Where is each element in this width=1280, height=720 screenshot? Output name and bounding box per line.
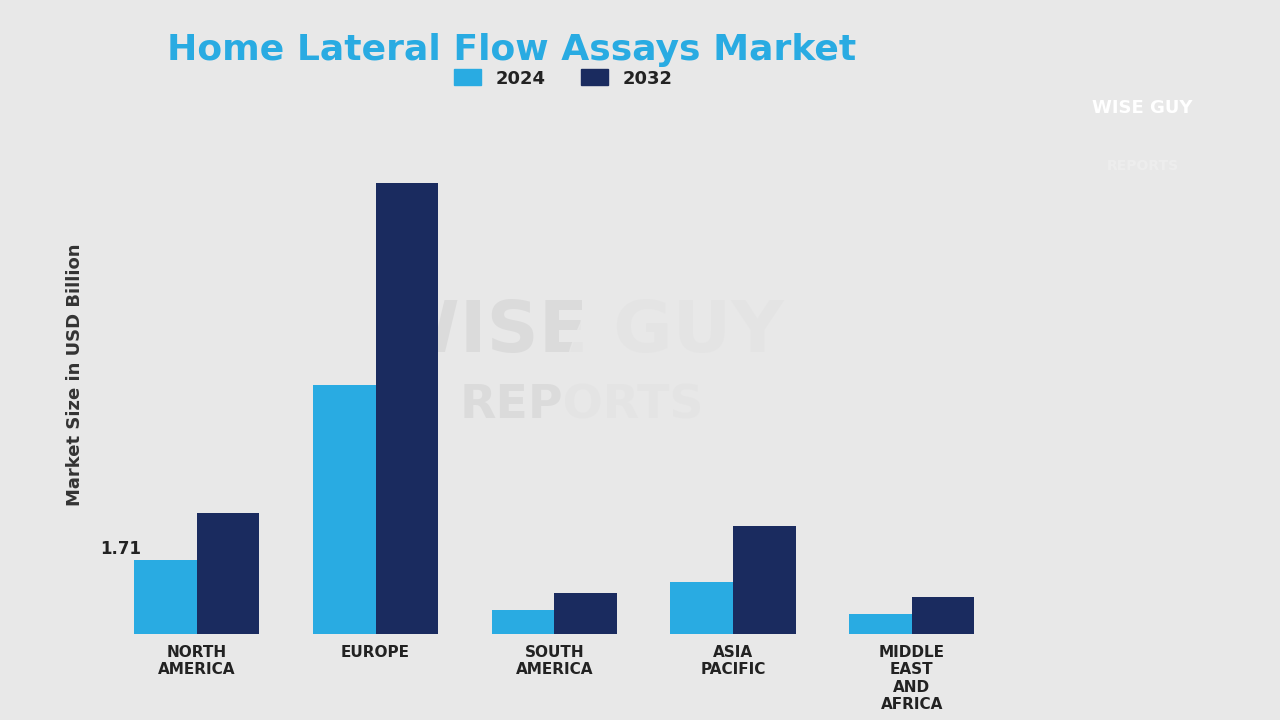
Legend: 2024, 2032: 2024, 2032: [447, 62, 680, 95]
Text: 1.71: 1.71: [100, 540, 141, 558]
Text: Home Lateral Flow Assays Market: Home Lateral Flow Assays Market: [168, 33, 856, 68]
Bar: [375, 183, 438, 634]
Circle shape: [563, 122, 1280, 670]
Bar: [492, 610, 554, 634]
Bar: [314, 384, 375, 634]
Bar: [911, 597, 974, 634]
Bar: [134, 560, 197, 634]
Bar: [554, 593, 617, 634]
Bar: [733, 526, 796, 634]
Text: REPORTS: REPORTS: [1107, 158, 1179, 173]
Bar: [849, 614, 911, 634]
Text: WISE GUY: WISE GUY: [1092, 99, 1193, 117]
Y-axis label: Market Size in USD Billion: Market Size in USD Billion: [67, 243, 84, 505]
Text: WISE GUY: WISE GUY: [380, 298, 783, 367]
Bar: [671, 582, 733, 634]
Bar: [197, 513, 260, 634]
Text: REPORTS: REPORTS: [460, 383, 704, 428]
